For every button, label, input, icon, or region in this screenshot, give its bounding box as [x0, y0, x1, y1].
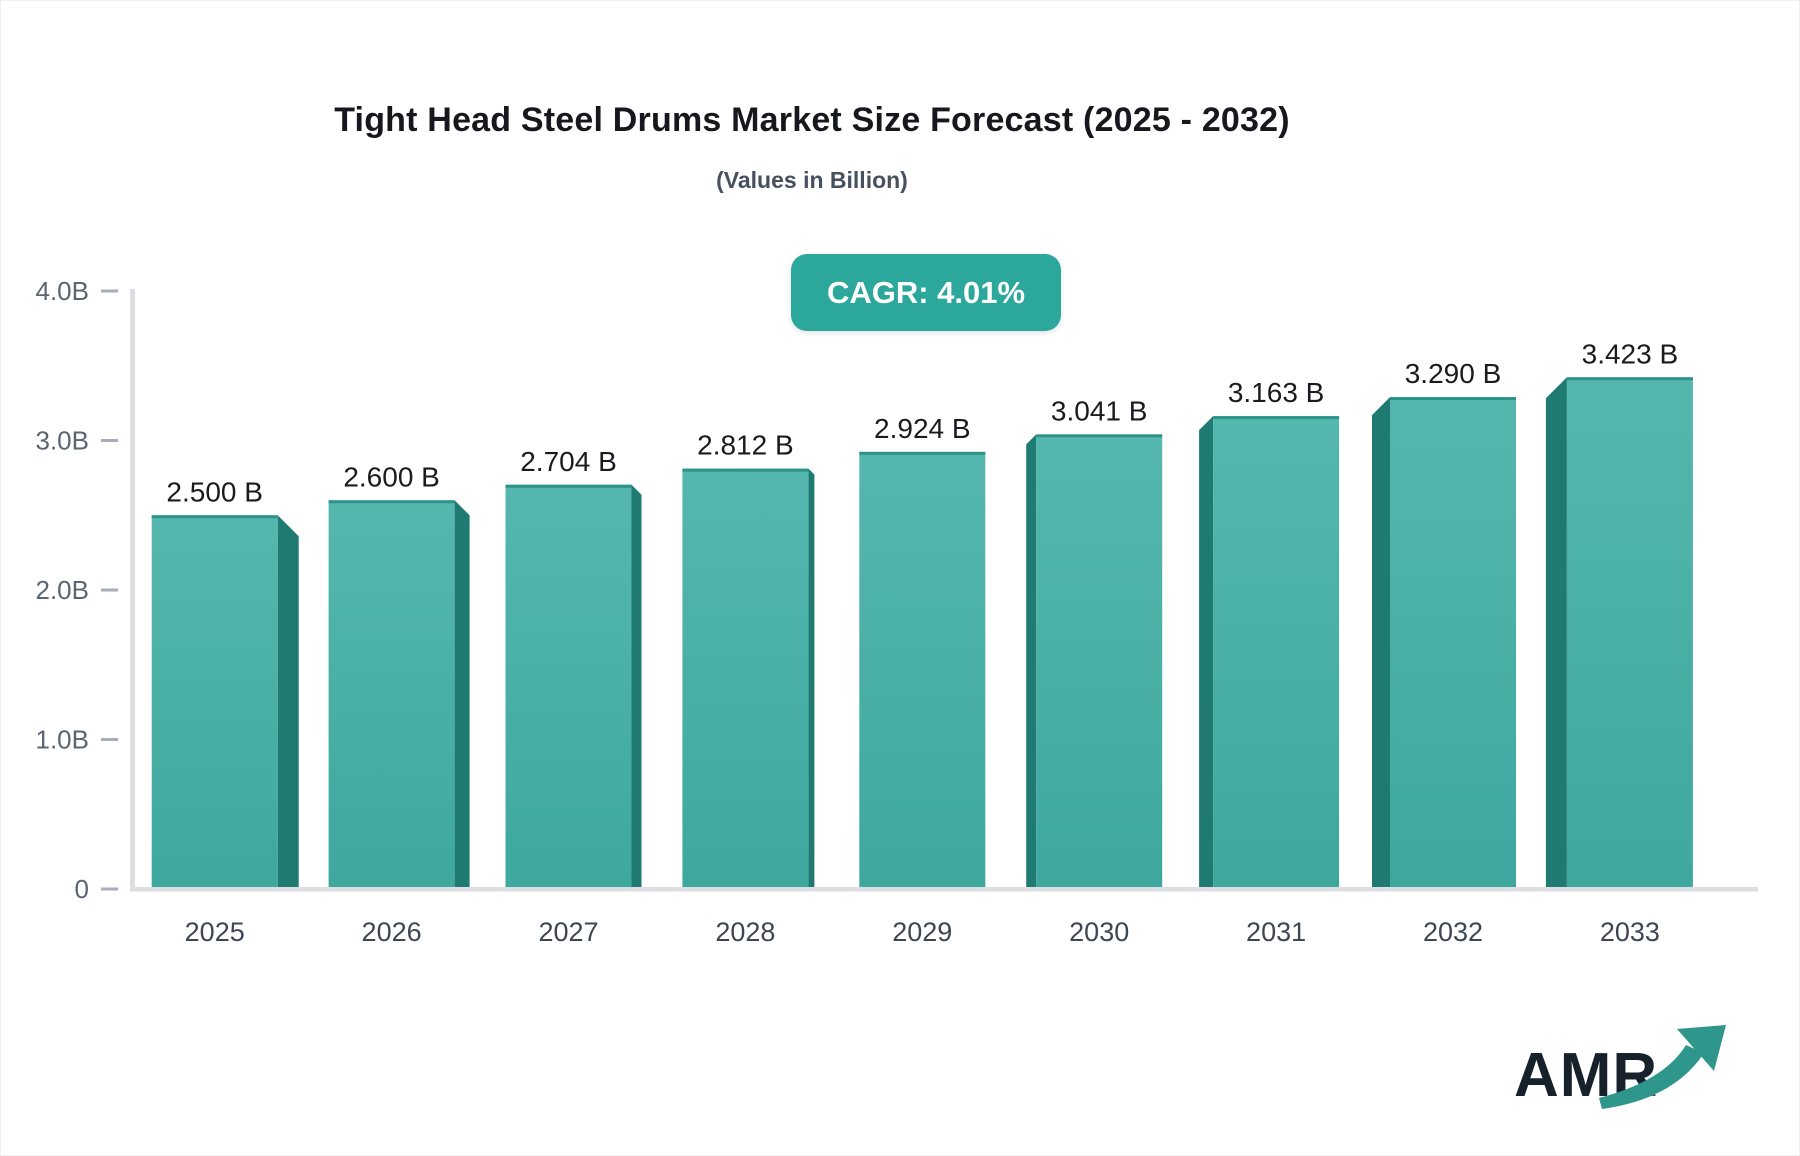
bar-2027: [505, 484, 632, 889]
bar-value-label-2030: 3.041 B: [1051, 395, 1148, 426]
bar-side-2031: [1199, 416, 1214, 889]
bar-value-label-2031: 3.163 B: [1228, 377, 1325, 408]
bar-value-label-2032: 3.290 B: [1405, 358, 1502, 389]
bar-side-2030: [1026, 434, 1037, 889]
y-tick-label: 4.0B: [36, 276, 90, 306]
y-tick-label: 0: [75, 874, 89, 904]
bar-side-2032: [1372, 397, 1390, 889]
chart-title: Tight Head Steel Drums Market Size Forec…: [334, 101, 1290, 139]
bar-2032: [1390, 397, 1516, 889]
amr-logo: AMR: [1514, 1023, 1754, 1113]
bar-side-2033: [1545, 377, 1567, 889]
chart-subtitle: (Values in Billion): [716, 167, 908, 193]
bar-2028: [682, 468, 809, 889]
bar-side-2026: [454, 500, 470, 889]
bar-side-2025: [277, 515, 299, 889]
x-axis-label-2028: 2028: [715, 917, 775, 947]
bar-value-label-2028: 2.812 B: [697, 430, 794, 461]
x-axis-label-2026: 2026: [362, 917, 422, 947]
x-axis-label-2029: 2029: [892, 917, 952, 947]
bar-2031: [1213, 416, 1340, 889]
bar-value-label-2026: 2.600 B: [343, 461, 440, 492]
y-tick-label: 2.0B: [36, 575, 90, 605]
bar-value-label-2027: 2.704 B: [520, 446, 617, 477]
x-axis-line: [130, 887, 1758, 892]
bar-2025: [151, 515, 278, 889]
bar-2026: [328, 500, 455, 889]
y-axis-line: [130, 289, 135, 889]
x-axis-label-2030: 2030: [1069, 917, 1129, 947]
x-axis-label-2027: 2027: [538, 917, 598, 947]
x-axis-label-2031: 2031: [1246, 917, 1306, 947]
y-tick-label: 1.0B: [36, 725, 90, 755]
cagr-badge-label: CAGR: 4.01%: [826, 274, 1026, 310]
bar-2030: [1036, 434, 1163, 889]
bar-side-2027: [631, 484, 642, 889]
bar-2033: [1566, 377, 1693, 889]
bar-value-label-2025: 2.500 B: [166, 476, 263, 507]
growth-arrow-icon: [1599, 1025, 1726, 1109]
x-axis-label-2032: 2032: [1423, 917, 1483, 947]
cagr-badge: CAGR: 4.01%: [791, 254, 1061, 331]
bar-2029: [859, 451, 986, 889]
bar-side-2028: [808, 468, 815, 889]
bar-value-label-2033: 3.423 B: [1582, 338, 1679, 369]
x-axis-label-2033: 2033: [1600, 917, 1660, 947]
bar-value-label-2029: 2.924 B: [874, 413, 971, 444]
y-tick-label: 3.0B: [36, 426, 90, 456]
x-axis-label-2025: 2025: [185, 917, 245, 947]
